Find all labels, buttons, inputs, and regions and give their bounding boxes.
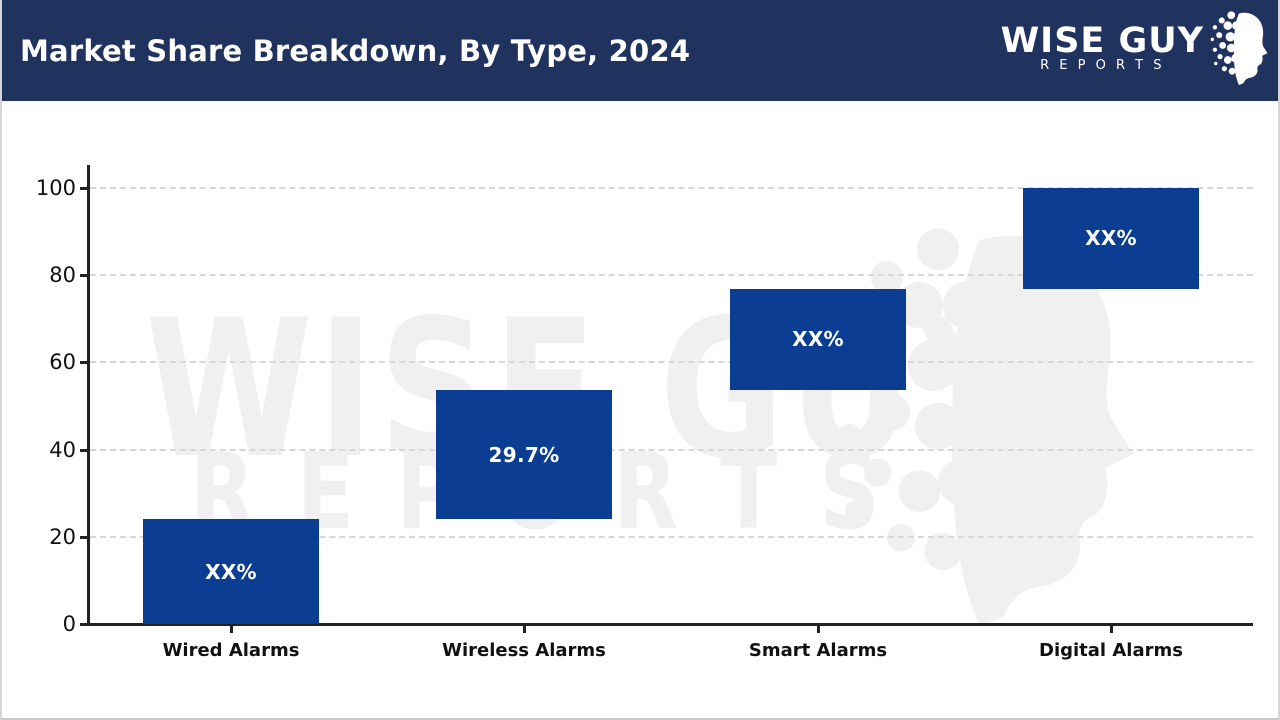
x-tick-mark (816, 626, 820, 633)
gridline (90, 448, 1253, 451)
x-tick-mark (522, 626, 526, 633)
x-tick-mark (229, 626, 233, 633)
logo-text: WISE GUY R E P O R T S (1000, 20, 1204, 74)
bar-segment: XX% (143, 519, 319, 624)
page-title: Market Share Breakdown, By Type, 2024 (20, 33, 691, 68)
bar-segment: XX% (1023, 188, 1199, 289)
bar-value-label: XX% (1085, 226, 1137, 251)
logo-subtitle: R E P O R T S (1040, 58, 1165, 74)
bar-segment: XX% (730, 288, 906, 390)
bar-value-label: 29.7% (488, 442, 560, 467)
gridline (90, 361, 1253, 364)
y-tick-mark (80, 623, 87, 626)
y-tick-mark (80, 187, 87, 190)
gridline (90, 274, 1253, 277)
y-tick-mark (80, 361, 87, 365)
y-tick-label: 100 (35, 176, 76, 200)
bar-value-label: XX% (792, 327, 844, 352)
wiseguy-logo: WISE GUY R E P O R T S (1001, 8, 1270, 88)
category-label: Wired Alarms (162, 640, 300, 661)
x-axis-line (87, 623, 1253, 626)
x-tick-mark (1109, 626, 1113, 633)
category-label: Digital Alarms (1039, 640, 1183, 661)
gridline (90, 535, 1253, 538)
wiseguy-head-icon (1208, 8, 1270, 88)
y-tick-mark (80, 274, 87, 278)
y-tick-label: 80 (49, 263, 76, 288)
gridline (90, 187, 1253, 189)
category-label: Smart Alarms (748, 640, 888, 661)
y-tick-label: 0 (62, 612, 76, 636)
category-label: Wireless Alarms (442, 640, 606, 661)
y-tick-mark (80, 535, 87, 539)
bar-segment: 29.7% (436, 389, 612, 520)
bar-value-label: XX% (205, 559, 257, 584)
y-axis-line (87, 165, 90, 626)
y-tick-label: 60 (49, 350, 76, 375)
y-tick-label: 40 (49, 437, 76, 462)
y-tick-label: 20 (49, 524, 76, 549)
header: Market Share Breakdown, By Type, 2024 WI… (0, 0, 1280, 101)
logo-wordmark: WISE GUY (1000, 20, 1204, 61)
y-tick-mark (80, 448, 87, 452)
